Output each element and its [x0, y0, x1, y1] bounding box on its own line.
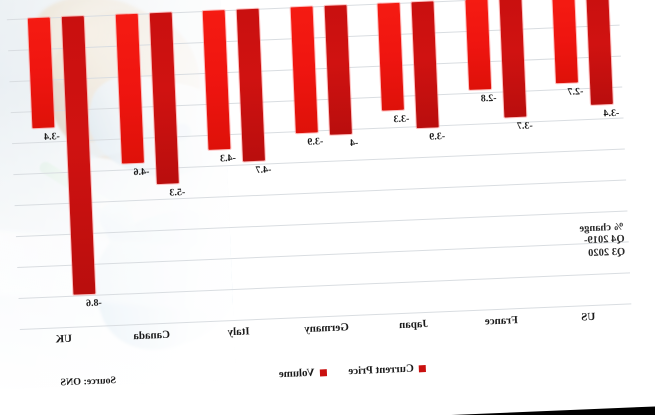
bar-current-price[interactable]: [499, 0, 527, 118]
bar-value-label: -3.3: [393, 113, 410, 126]
bar-value-label: -3.4: [603, 107, 620, 120]
bar-current-price[interactable]: [411, 1, 439, 129]
bar-value-label: -3.9: [429, 131, 446, 143]
bar-group: -3.7 -2.8: [444, 0, 544, 311]
legend-swatch-volume: [319, 368, 327, 376]
bar-volume[interactable]: [552, 0, 578, 84]
chart-legend: Current Price Volume: [279, 362, 426, 380]
bar-current-price[interactable]: [61, 16, 96, 295]
legend-label-current-price: Current Price: [348, 362, 415, 378]
legend-swatch-current-price: [418, 364, 426, 372]
source-note: Source: ONS: [60, 375, 117, 389]
bar-value-label: -3.4: [43, 131, 61, 143]
bar-current-price[interactable]: [586, 0, 613, 105]
bar-value-label: -2.7: [567, 86, 584, 98]
legend-item-volume: Volume: [279, 366, 327, 380]
category-label-italy: Italy: [227, 325, 250, 339]
bar-current-price[interactable]: [236, 8, 265, 162]
category-label-us: US: [581, 310, 596, 324]
category-label-japan: Japan: [398, 317, 429, 332]
legend-label-volume: Volume: [278, 366, 315, 381]
bar-value-label: -4.3: [219, 152, 237, 165]
bar-volume[interactable]: [290, 6, 318, 134]
y-axis-label: % change Q4 2019- Q3 2020: [579, 222, 625, 261]
bar-current-price[interactable]: [149, 12, 179, 185]
bar-value-label: -3.7: [516, 120, 533, 132]
bar-volume[interactable]: [465, 0, 492, 90]
bar-group: -4.7 -4.3: [182, 8, 282, 321]
bar-volume[interactable]: [27, 17, 55, 129]
bar-volume[interactable]: [202, 10, 231, 150]
bar-value-label: -4.7: [255, 164, 272, 176]
bar-value-label: -5.3: [169, 186, 186, 199]
bar-value-label: -3.9: [307, 136, 324, 148]
bar-group: -8.6 -3.4: [7, 16, 107, 329]
plot-area: -3.4 -2.7 -3.7 -2.8 -3.9 -3.3 -4 -3.9 -4.7 -4.3 -5…: [6, 0, 632, 330]
bar-group: -4 -3.9: [270, 5, 370, 318]
legend-item-current-price: Current Price: [348, 362, 426, 377]
bar-volume[interactable]: [377, 2, 404, 111]
y-axis-label-line-3: Q3 2020: [587, 246, 626, 259]
bar-group: -3.4 -2.7: [531, 0, 631, 307]
bar-group: -5.3 -4.6: [95, 12, 195, 325]
bar-value-label: -4: [349, 137, 359, 149]
bar-group: -3.9 -3.3: [357, 1, 457, 314]
category-label-germany: Germany: [304, 321, 350, 336]
bar-value-label: -2.8: [480, 92, 497, 105]
category-label-france: France: [484, 314, 519, 328]
bar-value-label: -8.6: [85, 297, 103, 310]
bar-current-price[interactable]: [324, 5, 352, 135]
bar-value-label: -4.6: [133, 166, 150, 179]
bar-volume[interactable]: [115, 13, 144, 164]
